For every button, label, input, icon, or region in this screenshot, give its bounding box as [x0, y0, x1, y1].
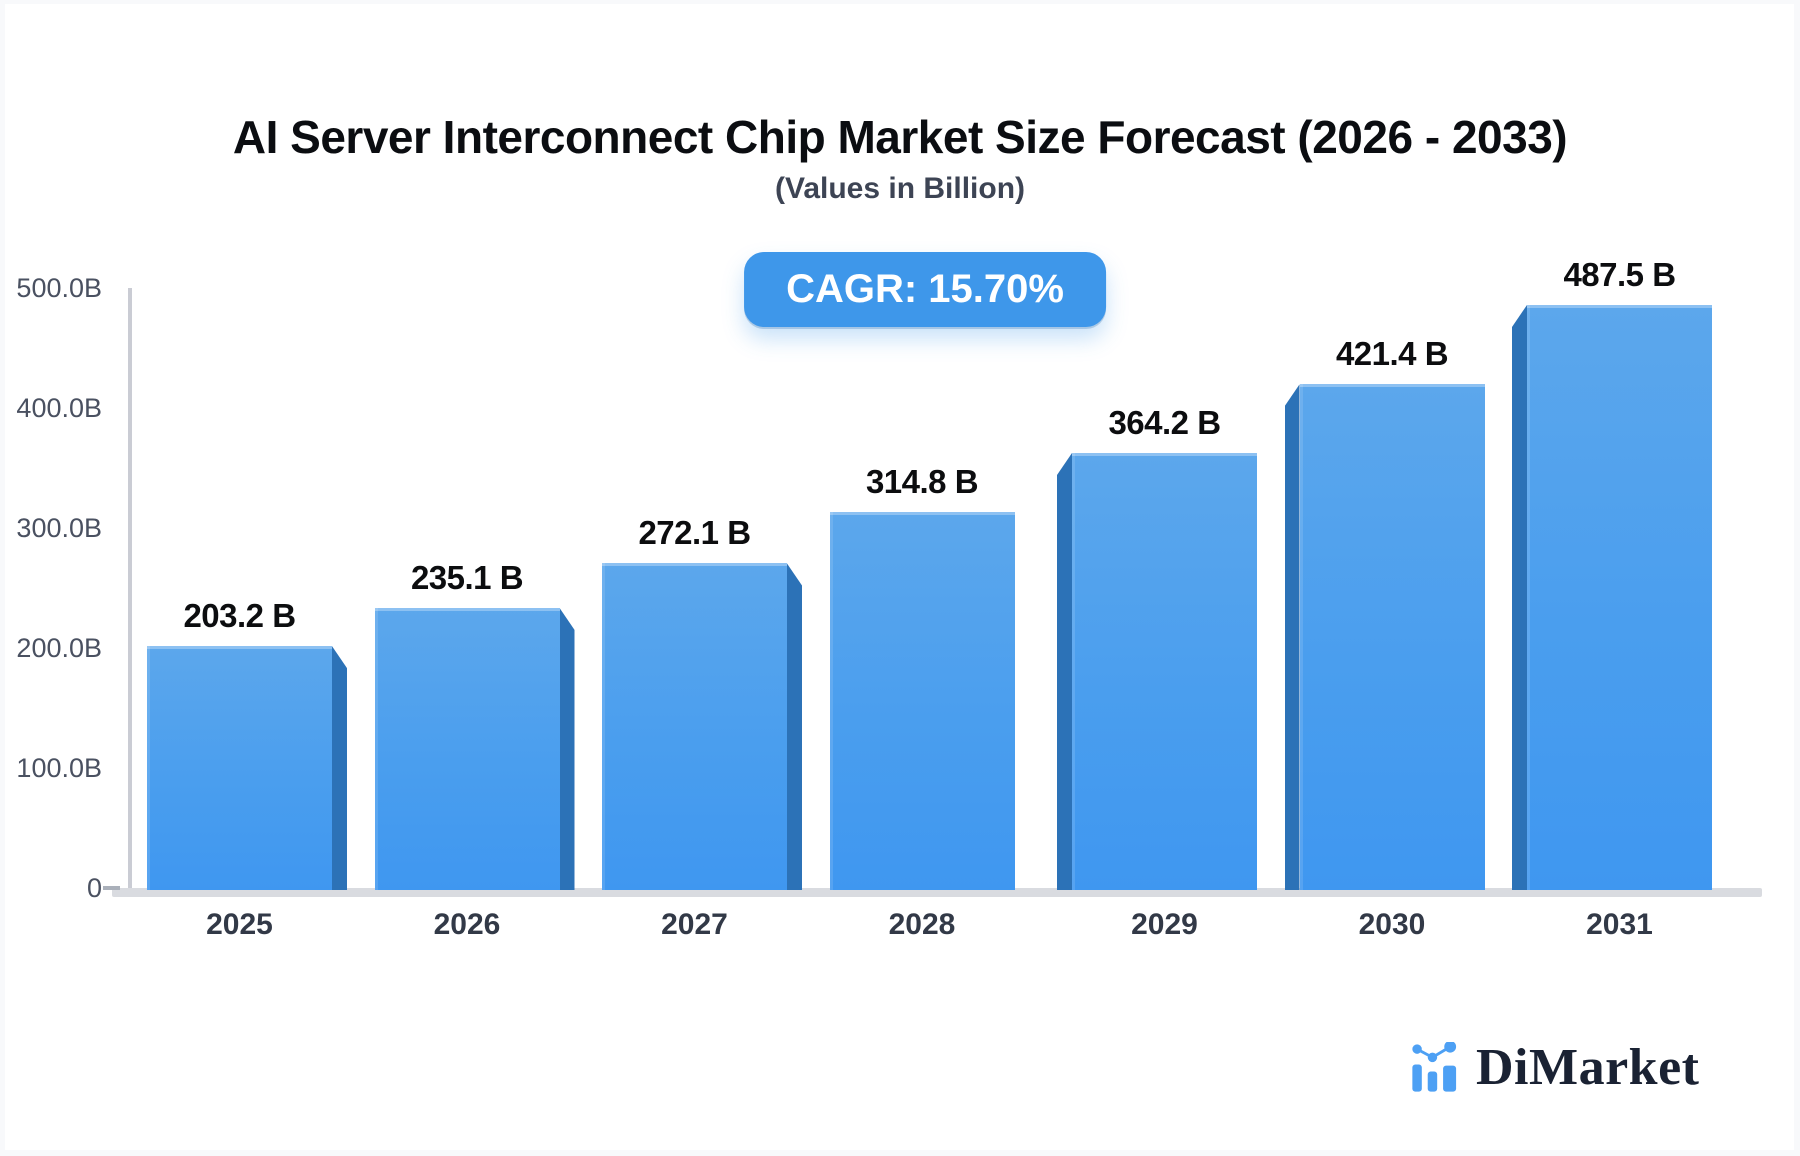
bar-value-label: 314.8 B	[865, 463, 979, 501]
bar-chart-trend-icon	[1412, 1041, 1457, 1092]
bar-value-label: 487.5 B	[1563, 256, 1676, 293]
bar-2025	[147, 646, 332, 890]
bar-value-label: 364.2 B	[1108, 403, 1221, 441]
bar-2027	[602, 563, 787, 890]
x-axis-label: 2028	[888, 908, 956, 941]
bar-2028	[829, 512, 1015, 890]
brand-logo: DiMarket	[1410, 1038, 1699, 1097]
cagr-badge: CAGR: 15.70%	[744, 252, 1106, 327]
x-axis-label: 2030	[1358, 908, 1426, 941]
bar-2026	[374, 607, 560, 890]
brand-logo-text: DiMarket	[1476, 1039, 1700, 1096]
y-axis-label: 300.0B	[16, 513, 102, 543]
x-axis-label: 2025	[206, 908, 273, 941]
bar-value-label: 421.4 B	[1335, 335, 1449, 373]
zero-tick-mark	[103, 886, 120, 890]
x-axis-label: 2027	[661, 908, 728, 941]
y-axis-label: 0	[86, 873, 102, 903]
bar-2027-side-face	[787, 563, 802, 890]
bar-2029-side-face	[1057, 452, 1072, 890]
bar-value-label: 203.2 B	[183, 597, 296, 635]
bar-2029	[1072, 452, 1257, 890]
bar-2030	[1299, 384, 1485, 890]
x-axis-label: 2031	[1586, 908, 1653, 941]
x-axis-baseline	[112, 888, 1762, 897]
chart-subtitle: (Values in Billion)	[774, 172, 1026, 205]
x-axis-label: 2029	[1131, 908, 1198, 941]
y-axis-line	[128, 288, 132, 890]
y-axis-label: 500.0B	[16, 273, 102, 303]
bar-value-label: 235.1 B	[410, 558, 524, 596]
y-axis-label: 400.0B	[16, 393, 102, 423]
bar-2031-side-face	[1512, 305, 1527, 890]
bar-2030-side-face	[1284, 384, 1300, 890]
x-axis-label: 2026	[433, 908, 501, 941]
y-axis-label: 200.0B	[16, 633, 102, 663]
bar-2026-side-face	[559, 607, 575, 890]
chart-title: AI Server Interconnect Chip Market Size …	[232, 111, 1568, 163]
bar-value-label: 272.1 B	[638, 514, 751, 552]
y-axis-label: 100.0B	[16, 753, 102, 783]
bar-2025-side-face	[332, 646, 347, 890]
bar-2031	[1527, 305, 1712, 890]
